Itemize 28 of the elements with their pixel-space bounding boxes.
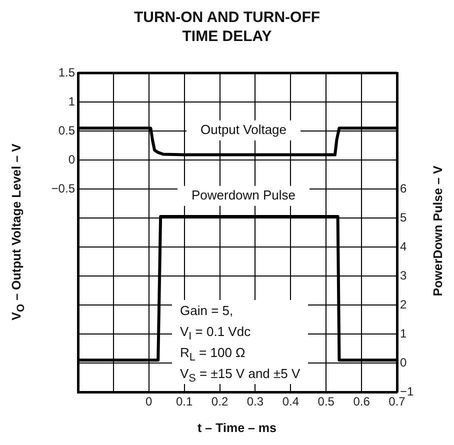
- x-tick-label: 0.1: [176, 394, 193, 409]
- y2-tick-label: 0: [400, 355, 407, 370]
- y2-axis-title: PowerDown Pulse – V: [431, 166, 445, 296]
- y2-tick-label: 2: [400, 297, 407, 312]
- y2-tick-label: 3: [400, 268, 407, 282]
- y2-tick-label: 4: [400, 239, 407, 254]
- y-tick-label: −0.5: [51, 181, 76, 196]
- annotation: V$_{I}$ = 0.1 Vdc: [180, 323, 252, 343]
- annotation: R$_{L}$ = 100 Ω: [180, 344, 246, 364]
- annotation: Gain = 5,: [180, 302, 234, 320]
- x-tick-label: 0: [146, 394, 153, 409]
- series-label: Output Voltage: [200, 122, 287, 137]
- y-tick-label: 0.5: [58, 123, 76, 138]
- series-label: Powerdown Pulse: [191, 187, 296, 202]
- x-tick-label: 0.3: [246, 394, 264, 409]
- y-tick-label: 0: [68, 152, 76, 166]
- y2-tick-label: 5: [400, 210, 407, 224]
- y2-tick-label: 6: [400, 181, 407, 196]
- x-tick-label: 0.4: [282, 394, 300, 409]
- y2-tick-label: 1: [400, 326, 407, 340]
- x-tick-label: 0.2: [211, 394, 228, 409]
- chart-title: TURN-ON AND TURN-OFF TIME DELAY: [132, 8, 322, 46]
- x-tick-label: 0.6: [353, 394, 370, 409]
- x-axis-title: t – Time – ms: [198, 421, 276, 435]
- annotation: V$_{S}$ = ±15 V and ±5 V: [180, 365, 300, 385]
- y-tick-label: 1.5: [58, 65, 76, 80]
- y-tick-label: 1: [68, 94, 76, 108]
- x-tick-label: 0.5: [318, 394, 335, 409]
